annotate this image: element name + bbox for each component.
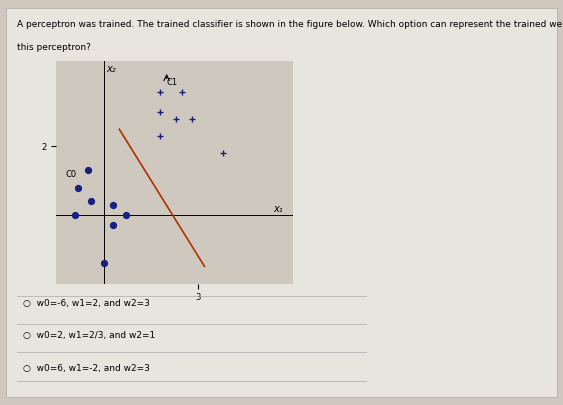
Point (109, 222, 118, 228)
Text: x₁: x₁ (274, 204, 283, 213)
Text: ○  w0=2, w1=2/3, and w2=1: ○ w0=2, w1=2/3, and w2=1 (23, 331, 155, 340)
Point (83, 167, 92, 174)
Point (109, 201, 118, 208)
Text: ○  w0=6, w1=-2, and w2=3: ○ w0=6, w1=-2, and w2=3 (23, 364, 149, 373)
Point (87, 198, 96, 205)
Point (187, 116, 196, 122)
Point (178, 88, 187, 95)
Text: x₂: x₂ (107, 64, 117, 74)
Text: C1: C1 (167, 78, 178, 87)
Point (71, 212, 80, 218)
Point (156, 109, 165, 115)
Text: this perceptron?: this perceptron? (17, 43, 91, 51)
Point (99, 260, 108, 266)
Point (121, 212, 130, 218)
Point (156, 133, 165, 139)
Point (156, 88, 165, 95)
Point (172, 116, 181, 122)
Text: A perceptron was trained. The trained classifier is shown in the figure below. W: A perceptron was trained. The trained cl… (17, 20, 563, 29)
Point (219, 150, 228, 156)
Text: ○  w0=-6, w1=2, and w2=3: ○ w0=-6, w1=2, and w2=3 (23, 299, 149, 308)
Point (74, 184, 83, 191)
Text: C0: C0 (66, 170, 77, 179)
